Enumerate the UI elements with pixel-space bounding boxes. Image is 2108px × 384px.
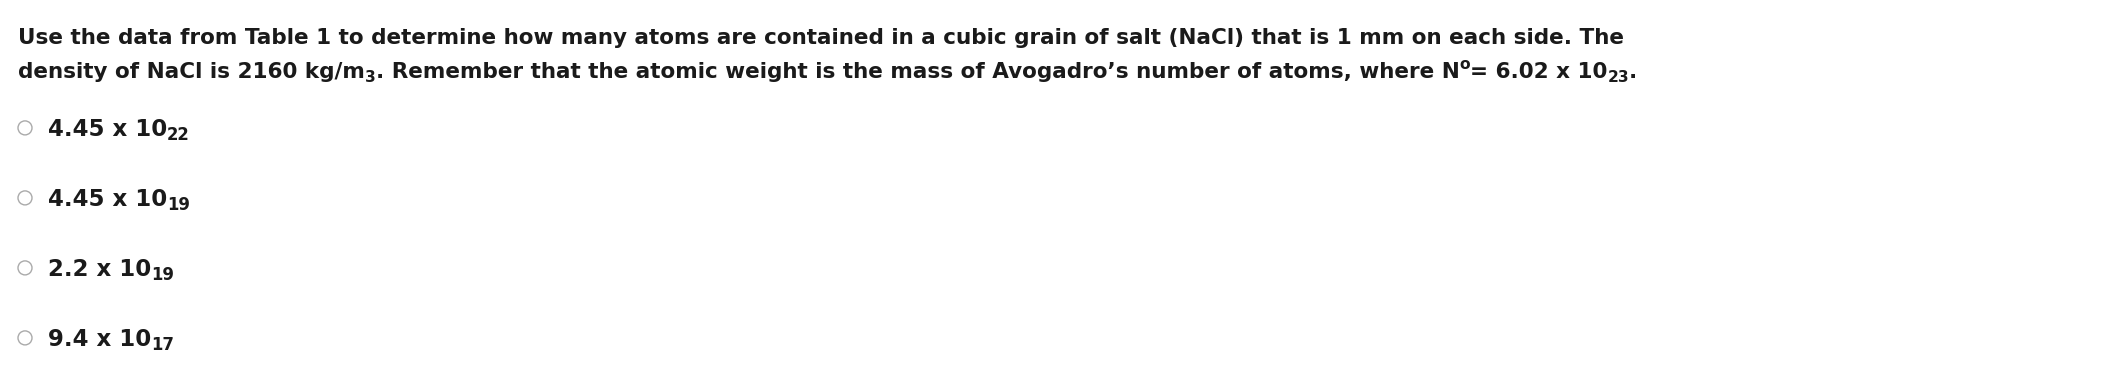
Text: 2.2 x 10: 2.2 x 10: [48, 258, 152, 281]
Text: = 6.02 x 10: = 6.02 x 10: [1469, 62, 1608, 82]
Text: .: .: [1629, 62, 1638, 82]
Text: 17: 17: [152, 336, 175, 354]
Text: density of NaCl is 2160 kg/m: density of NaCl is 2160 kg/m: [19, 62, 365, 82]
Text: 19: 19: [152, 266, 175, 284]
Text: Use the data from Table 1 to determine how many atoms are contained in a cubic g: Use the data from Table 1 to determine h…: [19, 28, 1623, 48]
Text: 19: 19: [167, 196, 190, 214]
Text: 4.45 x 10: 4.45 x 10: [48, 118, 167, 141]
Text: 3: 3: [365, 70, 375, 85]
Text: 9.4 x 10: 9.4 x 10: [48, 328, 152, 351]
Text: 4.45 x 10: 4.45 x 10: [48, 188, 167, 211]
Text: 22: 22: [167, 126, 190, 144]
Text: . Remember that the atomic weight is the mass of Avogadro’s number of atoms, whe: . Remember that the atomic weight is the…: [375, 62, 1459, 82]
Text: o: o: [1459, 57, 1469, 72]
Text: 23: 23: [1608, 70, 1629, 85]
